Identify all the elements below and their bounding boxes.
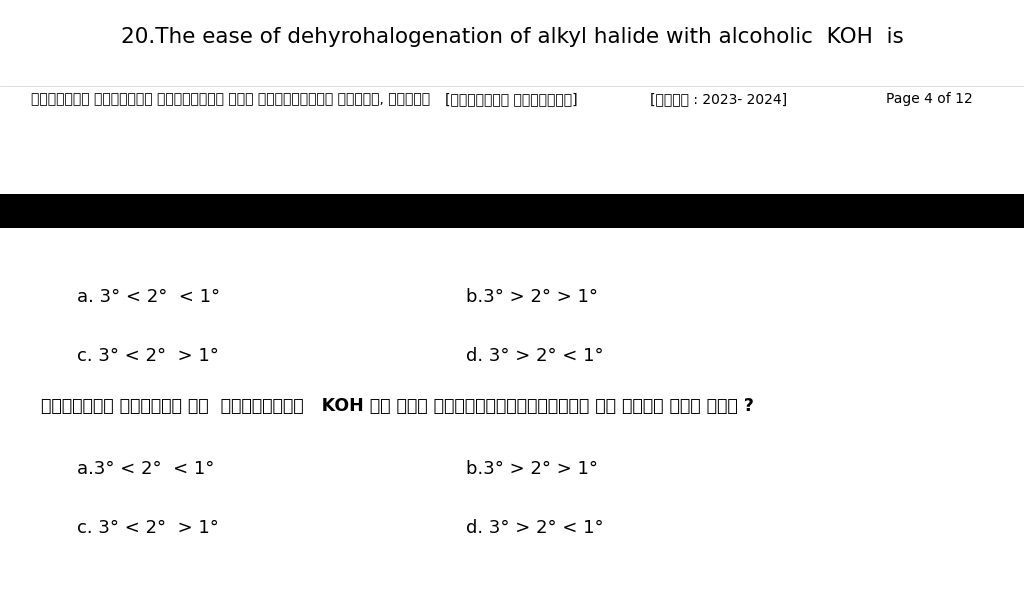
- Text: a.3° < 2°  < 1°: a.3° < 2° < 1°: [77, 460, 214, 477]
- Text: 20.The ease of dehyrohalogenation of alkyl halide with alcoholic  KOH  is: 20.The ease of dehyrohalogenation of alk…: [121, 27, 903, 47]
- Text: c. 3° < 2°  > 1°: c. 3° < 2° > 1°: [77, 347, 219, 365]
- Text: d. 3° > 2° < 1°: d. 3° > 2° < 1°: [466, 519, 603, 537]
- Text: Page 4 of 12: Page 4 of 12: [886, 92, 973, 106]
- Text: d. 3° > 2° < 1°: d. 3° > 2° < 1°: [466, 347, 603, 365]
- Text: अल्काइल हैलाइड का  अल्कोहोल   KOH के साथ डिहाइड्रोजिनेशन का क्रम सही हैं ?: अल्काइल हैलाइड का अल्कोहोल KOH के साथ डि…: [41, 397, 754, 415]
- Text: झारखण्ड शैक्षिक अनुसंधान एवं प्रशिक्षण परिषद, राँची: झारखण्ड शैक्षिक अनुसंधान एवं प्रशिक्षण प…: [31, 92, 430, 106]
- Bar: [0, 194, 1024, 228]
- Text: [वार्षिक परीक्षा]: [वार्षिक परीक्षा]: [445, 92, 579, 106]
- Text: b.3° > 2° > 1°: b.3° > 2° > 1°: [466, 460, 598, 477]
- Text: a. 3° < 2°  < 1°: a. 3° < 2° < 1°: [77, 288, 220, 305]
- Text: b.3° > 2° > 1°: b.3° > 2° > 1°: [466, 288, 598, 305]
- Text: c. 3° < 2°  > 1°: c. 3° < 2° > 1°: [77, 519, 219, 537]
- Text: [सत्र : 2023- 2024]: [सत्र : 2023- 2024]: [650, 92, 787, 106]
